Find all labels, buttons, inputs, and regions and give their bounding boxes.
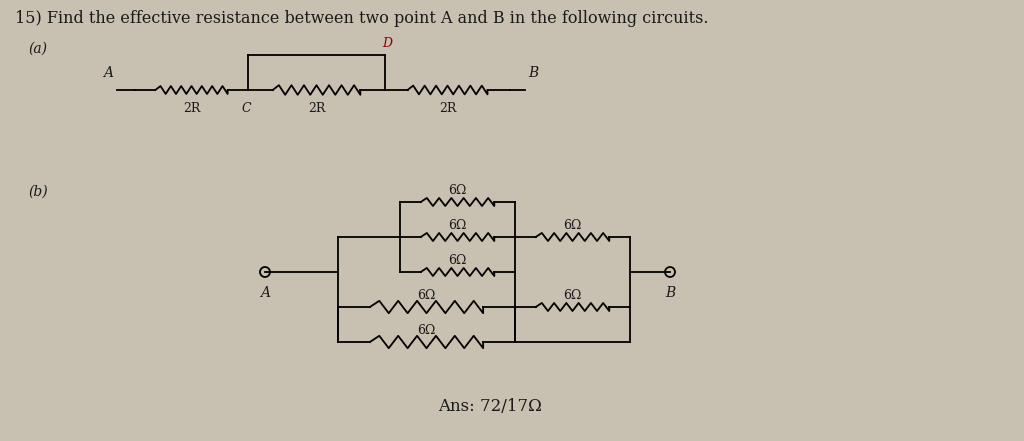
Text: C: C: [242, 102, 251, 115]
Text: 6Ω: 6Ω: [418, 324, 435, 337]
Text: 6Ω: 6Ω: [449, 219, 467, 232]
Text: D: D: [382, 37, 392, 50]
Text: 6Ω: 6Ω: [563, 219, 582, 232]
Text: Ans: 72/17Ω: Ans: 72/17Ω: [438, 398, 542, 415]
Text: A: A: [103, 66, 113, 80]
Text: B: B: [665, 286, 675, 300]
Text: 6Ω: 6Ω: [563, 289, 582, 302]
Text: 2R: 2R: [439, 102, 456, 115]
Text: 2R: 2R: [183, 102, 200, 115]
Text: (b): (b): [28, 185, 48, 199]
Text: 6Ω: 6Ω: [418, 289, 435, 302]
Text: A: A: [260, 286, 270, 300]
Text: 6Ω: 6Ω: [449, 184, 467, 197]
Text: 6Ω: 6Ω: [449, 254, 467, 267]
Text: (a): (a): [28, 42, 47, 56]
Text: B: B: [528, 66, 539, 80]
Text: 2R: 2R: [308, 102, 326, 115]
Text: 15) Find the effective resistance between two point A and B in the following cir: 15) Find the effective resistance betwee…: [15, 10, 709, 27]
